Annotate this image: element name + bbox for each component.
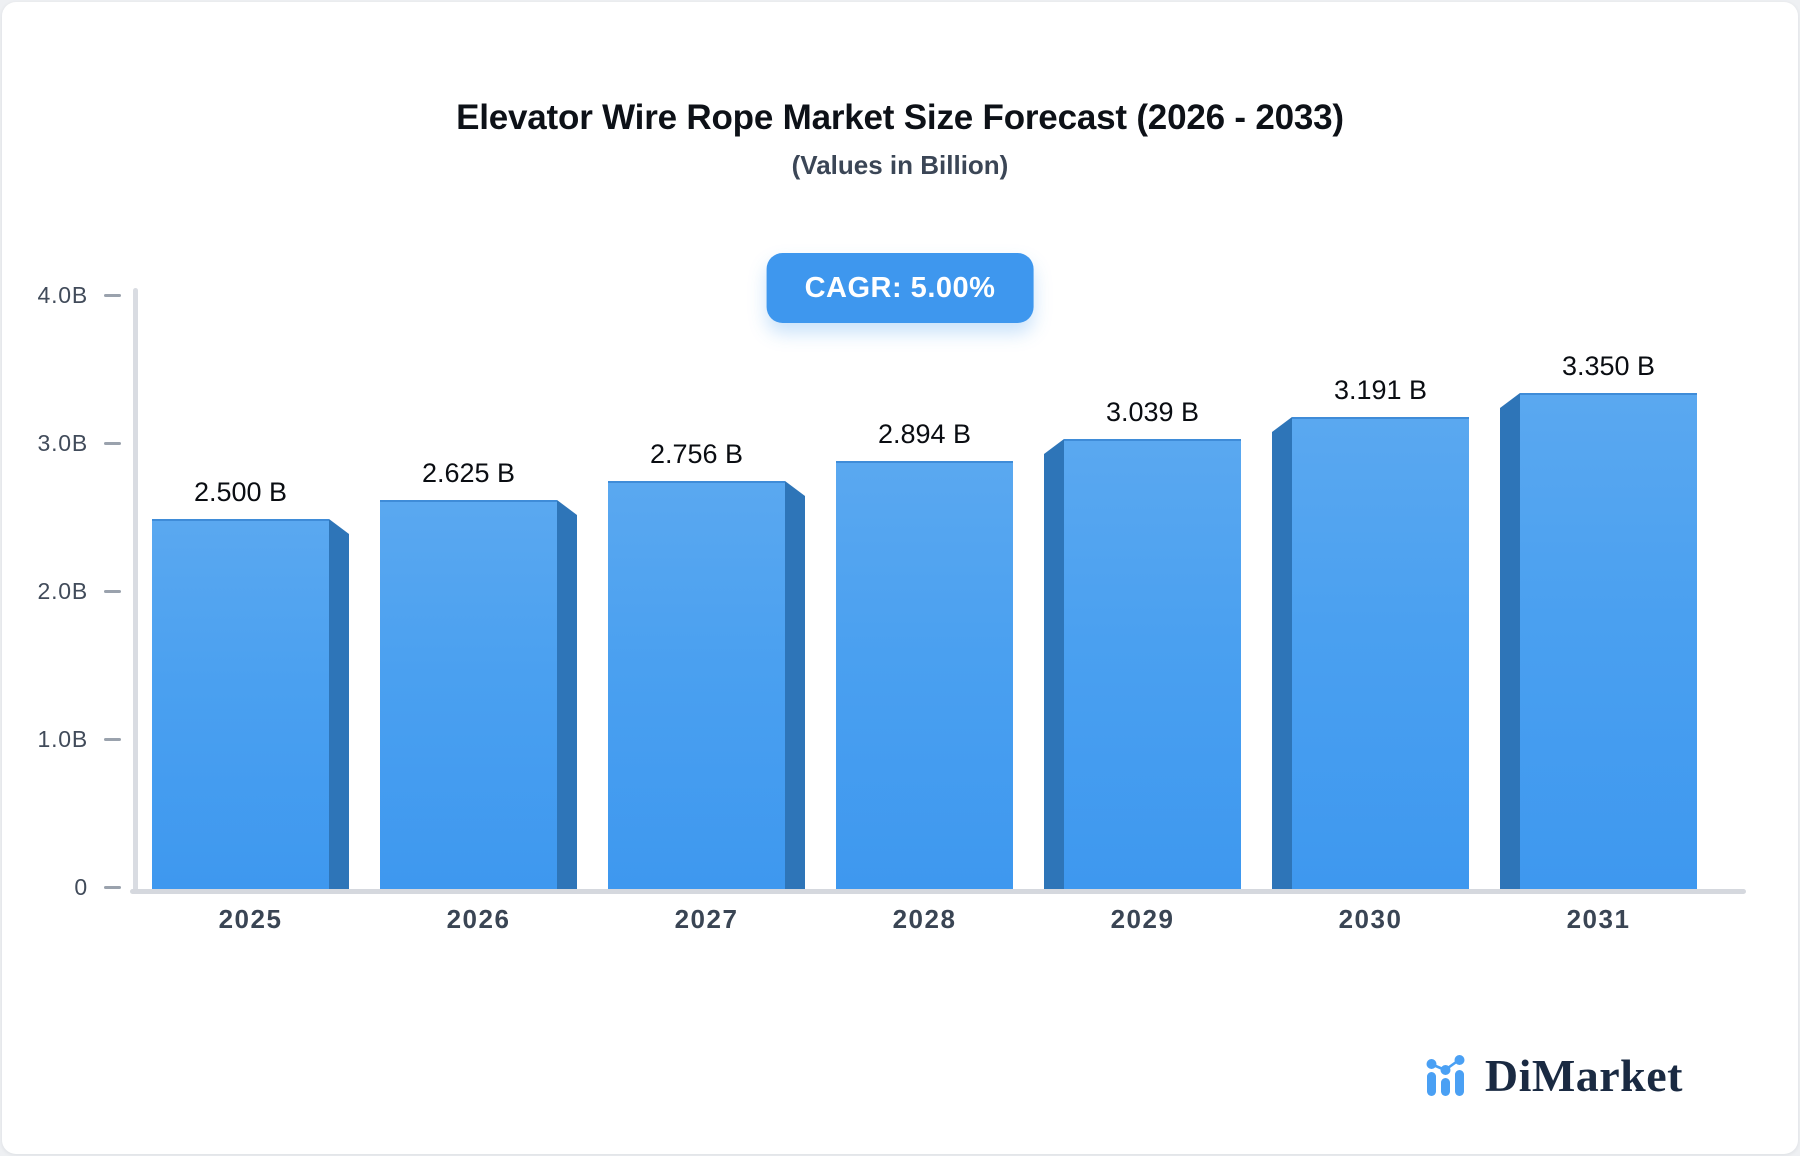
- bar-2028: [836, 461, 1013, 889]
- y-axis-tick-label: 2.0B: [37, 578, 88, 604]
- bar-side-face: [785, 481, 805, 889]
- bar-2029: [1064, 439, 1241, 889]
- y-axis-tick-mark: [104, 293, 121, 297]
- bar-value-label: 2.756 B: [649, 439, 744, 469]
- dimarket-logo[interactable]: DiMarket: [1423, 1049, 1683, 1102]
- bar-value-label: 2.625 B: [421, 458, 516, 488]
- y-axis-tick-mark: [104, 441, 121, 445]
- y-axis-tick-label: 4.0B: [37, 282, 88, 308]
- x-axis-line: [130, 889, 1746, 894]
- bar-side-face: [1272, 417, 1292, 889]
- y-axis-line: [133, 288, 138, 894]
- bar-2026: [380, 500, 557, 889]
- bar-side-face: [557, 500, 577, 889]
- cagr-badge: CAGR: 5.00%: [766, 253, 1034, 323]
- y-axis-tick-mark: [104, 737, 121, 741]
- bar-side-face: [329, 519, 349, 889]
- y-axis-tick-mark: [104, 589, 121, 593]
- y-axis-tick-label: 3.0B: [37, 430, 88, 456]
- bar-value-label: 3.191 B: [1333, 375, 1428, 405]
- dimarket-logo-icon: [1426, 1054, 1465, 1096]
- chart-title: Elevator Wire Rope Market Size Forecast …: [456, 98, 1344, 137]
- y-axis-tick-label: 0: [74, 874, 88, 900]
- chart-subtitle: (Values in Billion): [791, 150, 1009, 180]
- x-axis-label: 2031: [1566, 904, 1631, 934]
- x-axis-label: 2028: [892, 904, 957, 934]
- bar-value-label: 2.894 B: [877, 419, 972, 449]
- x-axis-label: 2027: [674, 904, 739, 934]
- bar-2031: [1520, 393, 1697, 889]
- y-axis-tick-label: 1.0B: [37, 726, 88, 752]
- bar-value-label: 3.039 B: [1105, 397, 1200, 427]
- bar-2027: [608, 481, 785, 889]
- bar-side-face: [1044, 439, 1064, 889]
- x-axis-label: 2030: [1338, 904, 1403, 934]
- x-axis-label: 2026: [446, 904, 511, 934]
- x-axis-label: 2025: [218, 904, 283, 934]
- brand-name: DiMarket: [1484, 1050, 1683, 1101]
- cagr-badge-label: CAGR: 5.00%: [804, 272, 996, 304]
- bar-value-label: 2.500 B: [193, 477, 288, 507]
- bar-2030: [1292, 417, 1469, 889]
- x-axis-label: 2029: [1110, 904, 1175, 934]
- bar-side-face: [1500, 393, 1520, 889]
- bar-2025: [152, 519, 329, 889]
- y-axis-tick-mark: [104, 885, 121, 889]
- bar-value-label: 3.350 B: [1561, 351, 1656, 381]
